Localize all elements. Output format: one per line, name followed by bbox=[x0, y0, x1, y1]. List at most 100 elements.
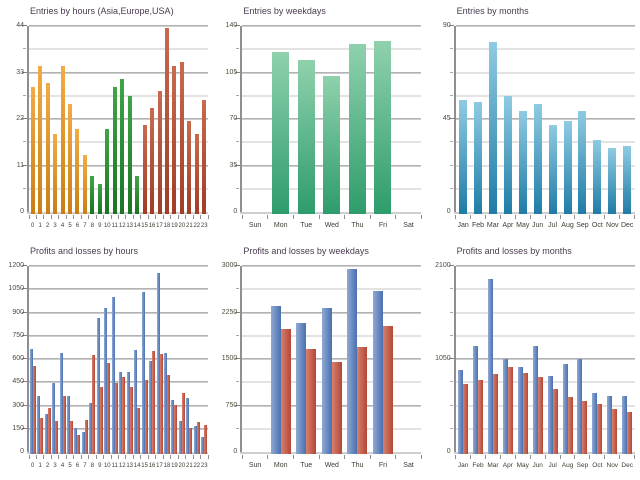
chart-profits-losses-by-months: Profits and losses by months Jan Feb Mar Ap… bbox=[427, 240, 640, 480]
x-tick bbox=[155, 215, 157, 219]
y-minor-tick bbox=[449, 311, 453, 313]
x-axis-label: 15 bbox=[141, 463, 148, 469]
x-tick bbox=[162, 215, 164, 219]
x-axis-label: 12 bbox=[118, 223, 126, 229]
y-minor-tick bbox=[449, 427, 453, 429]
y-axis-label: 0 bbox=[446, 448, 451, 455]
gridline bbox=[455, 48, 635, 51]
y-tick bbox=[22, 358, 27, 359]
x-axis-label: 9 bbox=[98, 223, 102, 229]
y-tick bbox=[235, 118, 241, 119]
x-tick bbox=[559, 215, 561, 219]
profit-bar bbox=[81, 432, 85, 454]
profit-bar bbox=[178, 421, 182, 454]
x-axis-label: 5 bbox=[68, 463, 72, 469]
x-tick bbox=[455, 215, 457, 219]
y-minor-tick bbox=[23, 141, 26, 143]
y-tick bbox=[235, 311, 241, 313]
y-tick bbox=[448, 25, 454, 26]
x-tick bbox=[395, 455, 397, 459]
x-tick bbox=[170, 455, 172, 459]
profit-bar bbox=[347, 269, 358, 454]
loss-bar bbox=[99, 387, 103, 454]
chart-entries-by-months: Entries by months Jan Feb Mar Apr May Jun Jul A… bbox=[427, 0, 640, 240]
gridline bbox=[29, 94, 208, 97]
y-axis-label: 11 bbox=[16, 161, 24, 169]
y-axis-label: 33 bbox=[16, 68, 24, 76]
gridline bbox=[29, 311, 208, 314]
x-tick bbox=[574, 455, 576, 459]
x-axis-label: Mon bbox=[273, 222, 288, 229]
bar bbox=[459, 100, 468, 214]
y-tick bbox=[22, 311, 27, 313]
x-tick bbox=[35, 455, 37, 459]
y-minor-tick bbox=[236, 48, 240, 50]
gridline bbox=[29, 164, 208, 167]
y-minor-tick bbox=[449, 71, 453, 73]
loss-bar bbox=[537, 377, 543, 454]
x-axis-label: Mar bbox=[487, 462, 499, 469]
y-tick bbox=[22, 288, 27, 290]
x-axis-label: 20 bbox=[178, 223, 186, 229]
x-axis-label: 13 bbox=[126, 223, 134, 229]
x-axis-label: Apr bbox=[502, 222, 514, 229]
x-tick bbox=[147, 455, 149, 459]
profit-bar bbox=[372, 291, 383, 454]
x-axis-label: 18 bbox=[163, 223, 171, 229]
y-tick bbox=[22, 265, 27, 266]
loss-bar bbox=[159, 354, 163, 454]
y-minor-tick bbox=[449, 94, 453, 96]
profit-bar bbox=[502, 359, 508, 454]
y-minor-tick bbox=[449, 334, 453, 336]
x-tick bbox=[574, 215, 576, 219]
x-axis-label: Sun bbox=[248, 462, 262, 469]
x-tick bbox=[88, 455, 90, 459]
x-axis-label: 22 bbox=[193, 223, 201, 229]
x-axis-label: 2 bbox=[45, 463, 50, 469]
x-axis-label: 22 bbox=[193, 463, 201, 469]
x-axis-label: Aug bbox=[561, 462, 574, 469]
plot-area: 0 1 2 3 4 5 6 7 8 9 10 11 12 13 14 15 16 17 18 19 20 21 22 23 bbox=[22, 265, 209, 469]
x-axis-label: Apr bbox=[502, 462, 513, 469]
gridline bbox=[29, 187, 208, 190]
x-tick bbox=[470, 455, 472, 459]
bar-europe bbox=[105, 129, 110, 214]
chart-title: Profits and losses by months bbox=[456, 246, 572, 256]
x-tick bbox=[634, 455, 636, 459]
y-axis-label: 1500 bbox=[221, 355, 238, 362]
bar-usa bbox=[142, 125, 147, 214]
loss-bar bbox=[70, 420, 74, 454]
gridline bbox=[29, 427, 208, 430]
x-axis-label: 10 bbox=[103, 223, 111, 229]
x-axis-label: Fri bbox=[378, 462, 388, 469]
loss-bar bbox=[55, 420, 59, 454]
bar bbox=[578, 110, 587, 214]
bar-usa bbox=[202, 99, 207, 214]
x-tick bbox=[118, 455, 119, 459]
bar-asia bbox=[38, 66, 43, 214]
x-axis-label: Sat bbox=[403, 222, 414, 229]
x-tick bbox=[132, 455, 134, 459]
y-axis-label: 105 bbox=[225, 68, 238, 76]
y-axis-label: 900 bbox=[12, 308, 24, 316]
x-tick bbox=[514, 455, 516, 459]
x-axis-label: 2 bbox=[45, 223, 50, 229]
profit-bar bbox=[37, 395, 41, 454]
x-axis-label: Aug bbox=[561, 222, 574, 229]
y-minor-tick bbox=[449, 187, 453, 189]
gridline bbox=[455, 141, 635, 144]
profit-bar bbox=[547, 375, 553, 454]
bar bbox=[374, 41, 392, 214]
x-tick bbox=[241, 215, 243, 219]
x-axis-label: Sat bbox=[403, 462, 414, 469]
x-tick bbox=[529, 215, 531, 219]
x-tick bbox=[619, 215, 621, 219]
gridline bbox=[455, 381, 635, 384]
x-tick bbox=[28, 215, 30, 219]
gridline bbox=[242, 48, 422, 51]
bar bbox=[533, 104, 542, 214]
x-axis-label: Sun bbox=[248, 222, 262, 229]
x-axis-label: 21 bbox=[186, 463, 193, 469]
profit-bar bbox=[458, 369, 464, 454]
profit-bar bbox=[607, 396, 613, 454]
